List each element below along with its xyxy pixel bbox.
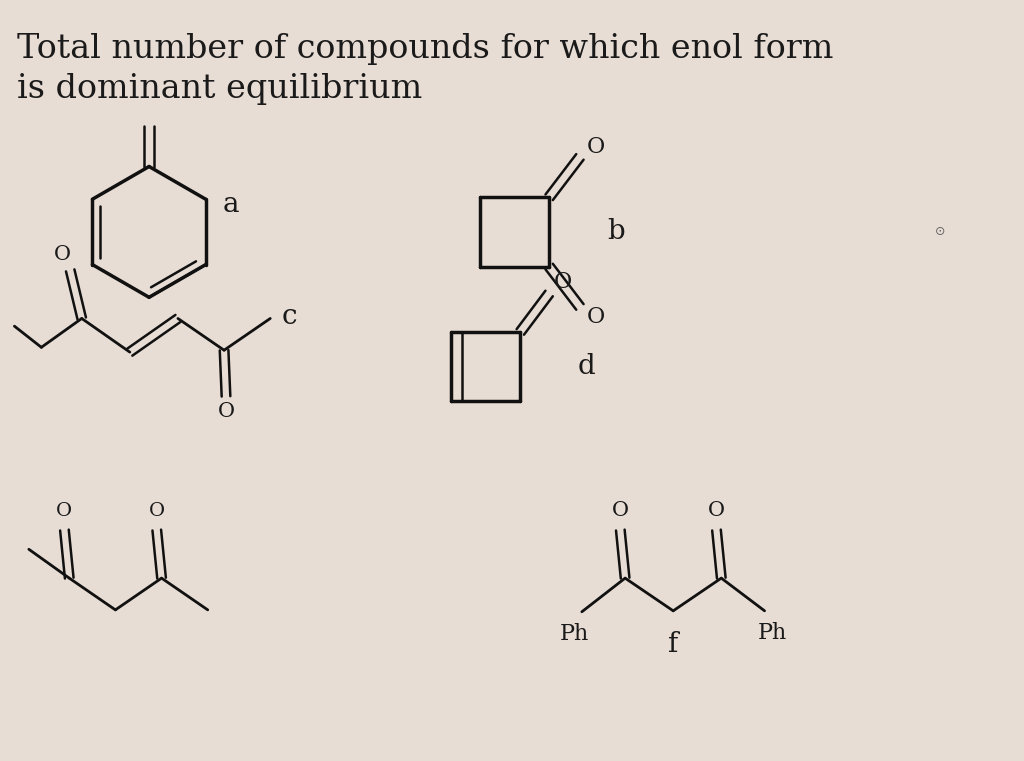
Text: O: O [217, 403, 234, 422]
Text: O: O [54, 246, 71, 265]
Text: O: O [554, 271, 572, 293]
Text: O: O [611, 501, 629, 521]
Text: is dominant equilibrium: is dominant equilibrium [17, 73, 423, 105]
Text: b: b [607, 218, 625, 245]
Text: f: f [668, 631, 678, 658]
Text: Total number of compounds for which enol form: Total number of compounds for which enol… [17, 33, 834, 65]
Text: O: O [587, 136, 605, 158]
Text: O: O [587, 306, 605, 327]
Text: O: O [56, 501, 73, 520]
Text: Ph: Ph [758, 622, 786, 645]
Text: d: d [578, 353, 596, 380]
Text: O: O [708, 501, 725, 521]
Text: Ph: Ph [559, 623, 589, 645]
Text: ⊙: ⊙ [935, 225, 946, 238]
Text: O: O [148, 501, 165, 520]
Text: c: c [282, 303, 297, 330]
Text: a: a [223, 190, 240, 218]
